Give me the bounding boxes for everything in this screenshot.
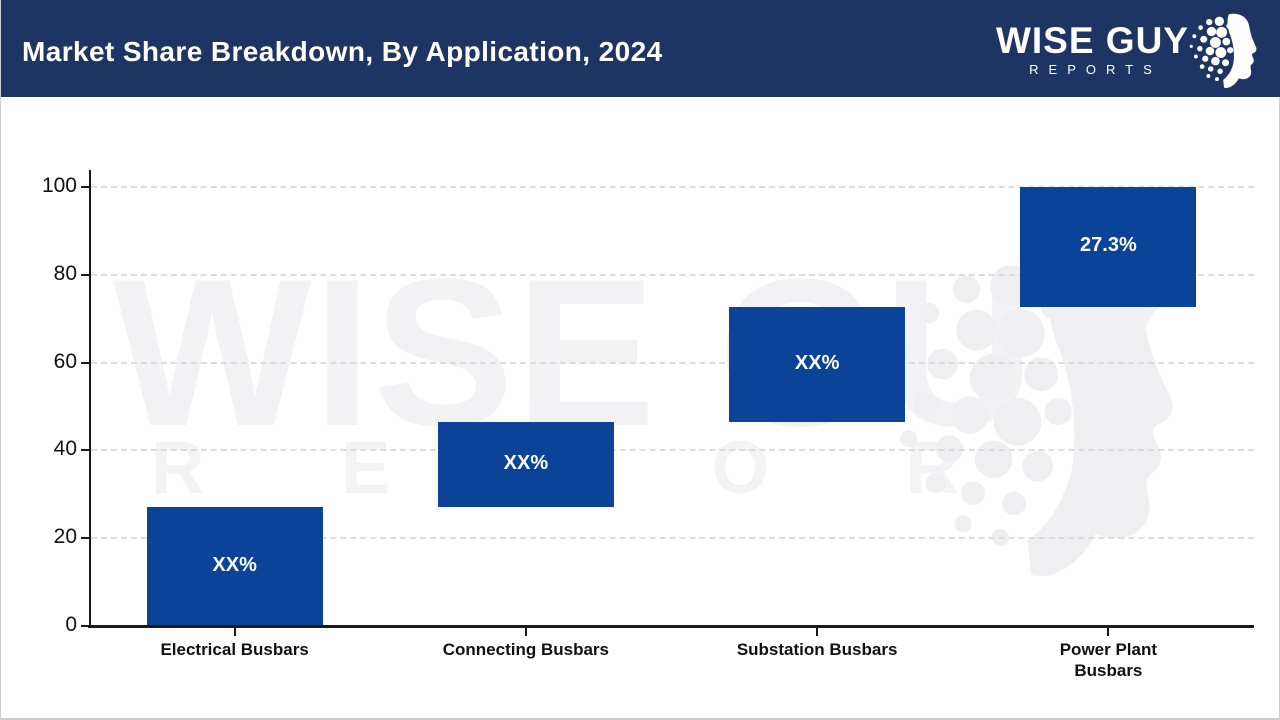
bar-2 bbox=[729, 306, 906, 423]
logo-wordmark: WISE GUY bbox=[995, 20, 1189, 61]
gridline-60 bbox=[91, 361, 1254, 364]
y-axis-label-40: 40 bbox=[53, 437, 77, 461]
bar-value-label-1: XX% bbox=[503, 451, 549, 474]
y-axis-tick-60 bbox=[81, 361, 89, 364]
page-title: Market Share Breakdown, By Application, … bbox=[22, 36, 663, 67]
dotted-head-icon bbox=[1189, 13, 1257, 88]
y-axis-tick-0 bbox=[81, 625, 89, 627]
bar-value-label-3: 27.3% bbox=[1080, 233, 1137, 256]
x-axis-tick-0 bbox=[233, 628, 236, 636]
y-axis-tick-20 bbox=[81, 537, 89, 540]
gridline-20 bbox=[91, 537, 1254, 540]
y-axis-line bbox=[89, 170, 91, 627]
y-axis-label-0: 0 bbox=[65, 613, 77, 636]
x-axis-line bbox=[88, 625, 1254, 628]
logo-subtitle: REPORTS bbox=[1029, 62, 1162, 77]
category-label-0: Electrical Busbars bbox=[160, 640, 309, 659]
x-axis-tick-1 bbox=[524, 628, 527, 636]
bar-0 bbox=[146, 507, 323, 626]
bar-value-label-2: XX% bbox=[794, 351, 840, 374]
gridline-40 bbox=[91, 449, 1254, 452]
category-label-1: Connecting Busbars bbox=[442, 640, 609, 659]
y-axis-label-100: 100 bbox=[41, 174, 77, 197]
y-axis-label-20: 20 bbox=[53, 525, 77, 549]
y-axis-tick-100 bbox=[81, 186, 89, 188]
x-axis-tick-2 bbox=[816, 628, 819, 636]
y-axis-tick-40 bbox=[81, 449, 89, 452]
bar-3 bbox=[1020, 187, 1197, 307]
logo-text: WISE GUY REPORTS bbox=[995, 20, 1189, 78]
x-axis-tick-3 bbox=[1107, 628, 1110, 636]
gridline-100 bbox=[91, 186, 1254, 188]
category-label-2: Substation Busbars bbox=[736, 640, 898, 659]
y-axis-label-80: 80 bbox=[53, 261, 77, 285]
header-band: Market Share Breakdown, By Application, … bbox=[1, 0, 1280, 97]
y-axis-label-60: 60 bbox=[53, 349, 77, 373]
gridline-80 bbox=[91, 273, 1254, 276]
wise-guy-logo: WISE GUY REPORTS bbox=[996, 8, 1267, 92]
y-axis-tick-80 bbox=[81, 273, 89, 276]
category-label-3: Power Plant Busbars bbox=[1059, 640, 1158, 680]
bar-value-label-0: XX% bbox=[212, 553, 257, 576]
bar-1 bbox=[437, 422, 614, 508]
